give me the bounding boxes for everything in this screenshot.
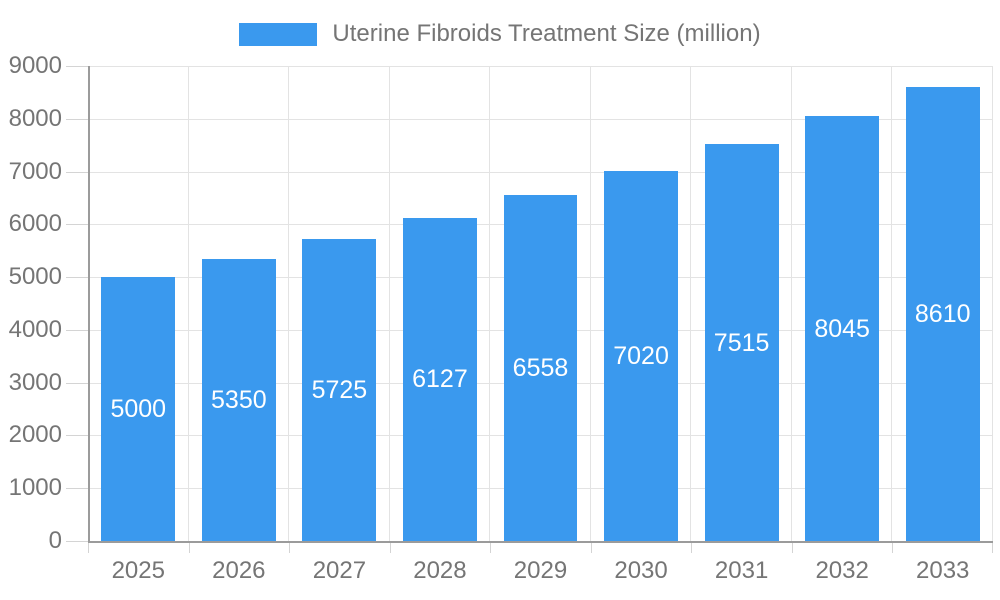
x-axis-label: 2033: [916, 557, 970, 584]
y-axis-tick: [66, 382, 88, 384]
bar: [805, 116, 880, 541]
legend-swatch-icon: [239, 22, 318, 46]
x-axis-tick: [188, 541, 190, 553]
y-axis-label: 7000: [8, 157, 62, 185]
plot-area: 5000 5350 5725 6127 6558 7020 7515 8045 8610: [66, 66, 993, 553]
y-axis-label: 3000: [8, 368, 62, 396]
bar-value-label: 5725: [311, 375, 368, 404]
x-axis-tick: [289, 541, 291, 553]
bar-value-label: 6127: [412, 365, 468, 394]
x-axis-tick: [389, 541, 391, 553]
bar: [402, 217, 477, 541]
bar: [704, 144, 779, 541]
x-axis-tick: [88, 541, 89, 553]
y-axis-tick: [66, 224, 88, 226]
bar-value-label: 7020: [613, 341, 669, 370]
gridline-vertical: [489, 66, 491, 541]
y-axis-tick: [66, 171, 88, 173]
gridline-vertical: [388, 66, 390, 541]
x-axis-label: 2025: [111, 557, 165, 584]
y-axis-label: 0: [48, 527, 62, 554]
x-axis-tick: [590, 541, 592, 553]
y-axis-tick: [66, 488, 88, 490]
x-axis-tick: [992, 541, 993, 553]
x-axis-line: [88, 541, 993, 543]
x-axis-tick: [791, 541, 793, 553]
x-axis-tick: [892, 541, 894, 553]
gridline-vertical: [187, 66, 189, 541]
bar: [201, 258, 276, 541]
bar: [905, 86, 980, 541]
y-axis-label: 8000: [8, 104, 62, 132]
y-axis-line: [88, 66, 90, 543]
y-axis-tick: [66, 118, 88, 120]
legend-label: Uterine Fibroids Treatment Size (million…: [332, 20, 761, 47]
y-axis-tick: [66, 277, 88, 279]
bar-value-label: 5000: [110, 395, 167, 424]
x-axis-label: 2028: [413, 557, 467, 584]
bar: [503, 194, 578, 541]
x-axis-label: 2031: [714, 557, 769, 584]
gridline-horizontal: [88, 66, 993, 67]
x-axis-label: 2030: [614, 557, 668, 584]
y-axis-tick: [66, 329, 88, 331]
y-axis-label: 1000: [8, 474, 62, 502]
y-axis-label: 6000: [8, 210, 62, 238]
x-axis-label: 2032: [815, 557, 869, 584]
gridline-vertical: [992, 66, 993, 541]
x-axis-label: 2027: [312, 557, 367, 584]
gridline-vertical: [288, 66, 290, 541]
bar: [302, 238, 377, 541]
gridline-vertical: [891, 66, 893, 541]
gridline-vertical: [589, 66, 591, 541]
gridline-horizontal: [88, 118, 993, 120]
y-axis-label: 2000: [8, 421, 62, 449]
bar-value-label: 8045: [814, 314, 870, 343]
gridline-horizontal: [88, 171, 993, 173]
x-axis-tick: [490, 541, 492, 553]
x-axis-tick: [691, 541, 693, 553]
bar-value-label: 7515: [713, 328, 770, 357]
y-axis-tick: [66, 66, 88, 67]
gridline-vertical: [690, 66, 692, 541]
bar-value-label: 5350: [211, 385, 267, 414]
bar-value-label: 6558: [512, 353, 569, 382]
y-axis-label: 9000: [8, 52, 62, 79]
y-axis-tick: [66, 541, 88, 542]
bar: [101, 277, 176, 541]
bar-value-label: 8610: [914, 299, 971, 328]
chart-legend: Uterine Fibroids Treatment Size (million…: [0, 20, 1000, 48]
y-axis-label: 4000: [8, 315, 62, 343]
x-axis-label: 2029: [513, 557, 568, 584]
y-axis-tick: [66, 435, 88, 437]
y-axis-label: 5000: [8, 263, 62, 291]
x-axis-label: 2026: [212, 557, 266, 584]
bar: [604, 170, 678, 541]
gridline-vertical: [790, 66, 792, 541]
